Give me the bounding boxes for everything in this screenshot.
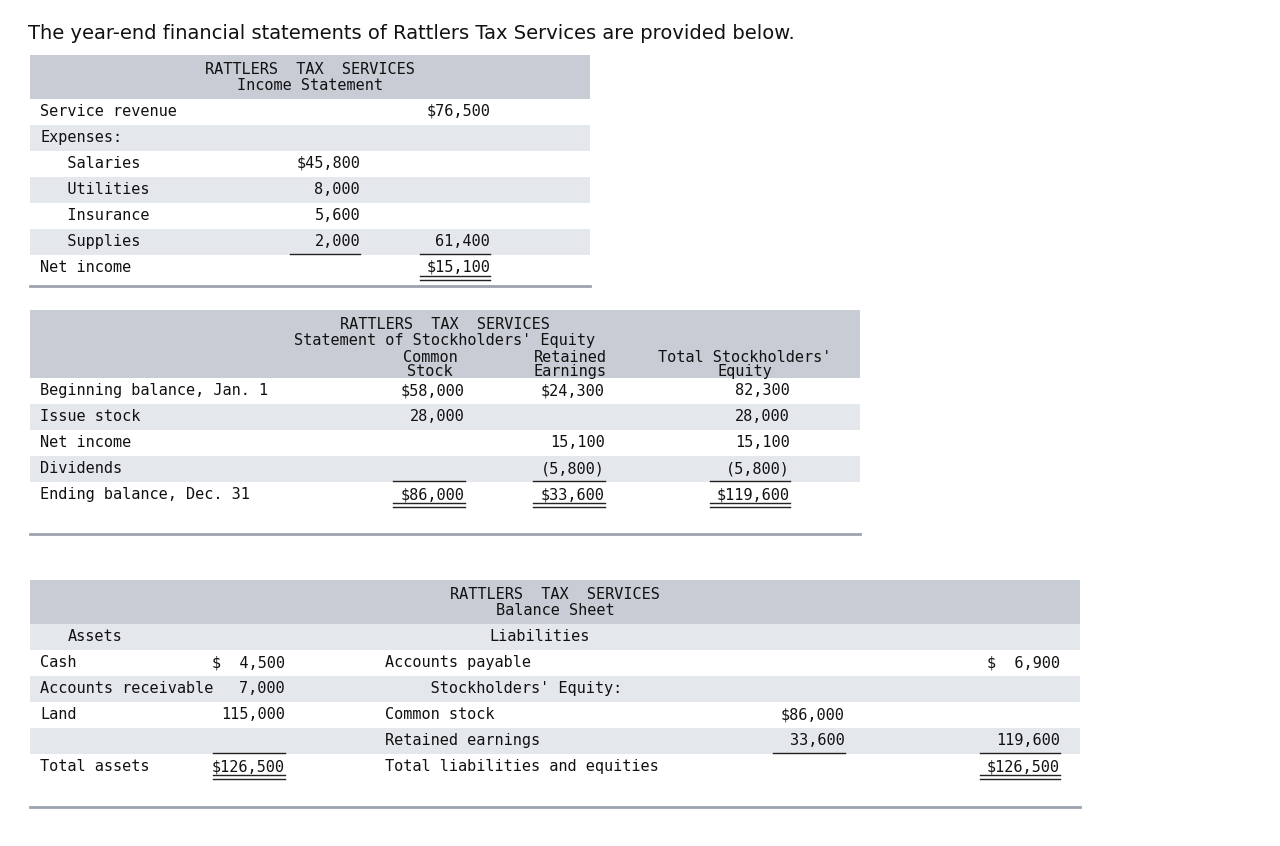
Text: Issue stock: Issue stock: [40, 409, 141, 424]
Text: 15,100: 15,100: [550, 435, 605, 450]
Text: The year-end financial statements of Rattlers Tax Services are provided below.: The year-end financial statements of Rat…: [28, 24, 795, 43]
Bar: [29, 624, 1080, 808]
Bar: [29, 99, 590, 287]
Text: $76,500: $76,500: [426, 104, 490, 119]
Text: $126,500: $126,500: [987, 759, 1060, 774]
Bar: [29, 624, 1080, 650]
Text: RATTLERS  TAX  SERVICES: RATTLERS TAX SERVICES: [205, 62, 415, 77]
Text: $15,100: $15,100: [426, 260, 490, 275]
Text: RATTLERS  TAX  SERVICES: RATTLERS TAX SERVICES: [451, 587, 660, 602]
Bar: [29, 125, 590, 151]
Text: Retained earnings: Retained earnings: [385, 733, 540, 748]
Text: $86,000: $86,000: [401, 487, 465, 502]
Text: Equity: Equity: [718, 364, 772, 379]
Text: Income Statement: Income Statement: [237, 78, 383, 93]
Bar: [29, 728, 1080, 754]
Text: Stock: Stock: [407, 364, 453, 379]
Text: $58,000: $58,000: [401, 383, 465, 398]
Bar: [29, 702, 1080, 728]
Bar: [29, 456, 860, 482]
Bar: [29, 378, 860, 535]
Text: Balance Sheet: Balance Sheet: [495, 603, 614, 618]
Text: Cash: Cash: [40, 655, 77, 670]
Bar: [29, 229, 590, 255]
Bar: [29, 580, 1080, 808]
Text: 119,600: 119,600: [996, 733, 1060, 748]
Text: Expenses:: Expenses:: [40, 130, 122, 145]
Text: 28,000: 28,000: [411, 409, 465, 424]
Bar: [29, 310, 860, 535]
Text: Accounts payable: Accounts payable: [385, 655, 531, 670]
Text: Retained: Retained: [534, 350, 607, 365]
Bar: [29, 482, 860, 508]
Text: Earnings: Earnings: [534, 364, 607, 379]
Text: Ending balance, Dec. 31: Ending balance, Dec. 31: [40, 487, 250, 502]
Text: 8,000: 8,000: [315, 182, 360, 197]
Text: Total liabilities and equities: Total liabilities and equities: [385, 759, 659, 774]
Text: Total assets: Total assets: [40, 759, 150, 774]
Text: 33,600: 33,600: [790, 733, 845, 748]
Bar: [29, 151, 590, 177]
Text: 82,300: 82,300: [735, 383, 790, 398]
Text: Statement of Stockholders' Equity: Statement of Stockholders' Equity: [294, 333, 595, 348]
Text: Service revenue: Service revenue: [40, 104, 177, 119]
Text: $126,500: $126,500: [212, 759, 285, 774]
Bar: [29, 177, 590, 203]
Text: $86,000: $86,000: [781, 707, 845, 722]
Text: 5,600: 5,600: [315, 208, 360, 223]
Text: $  4,500: $ 4,500: [212, 655, 285, 670]
Bar: [29, 255, 590, 281]
Text: Land: Land: [40, 707, 77, 722]
Text: Common stock: Common stock: [385, 707, 494, 722]
Text: Total Stockholders': Total Stockholders': [658, 350, 832, 365]
Text: 2,000: 2,000: [315, 234, 360, 249]
Text: 7,000: 7,000: [239, 681, 285, 696]
Text: Net income: Net income: [40, 435, 132, 450]
Text: $24,300: $24,300: [541, 383, 605, 398]
Bar: [29, 650, 1080, 676]
Text: Assets: Assets: [68, 629, 123, 644]
Text: 28,000: 28,000: [735, 409, 790, 424]
Text: 15,100: 15,100: [735, 435, 790, 450]
Text: $119,600: $119,600: [717, 487, 790, 502]
Bar: [29, 378, 860, 404]
Bar: [29, 676, 1080, 702]
Text: Stockholders' Equity:: Stockholders' Equity:: [385, 681, 622, 696]
Bar: [29, 99, 590, 125]
Text: 61,400: 61,400: [435, 234, 490, 249]
Text: Utilities: Utilities: [40, 182, 150, 197]
Text: Common: Common: [403, 350, 457, 365]
Text: Accounts receivable: Accounts receivable: [40, 681, 214, 696]
Bar: [29, 404, 860, 430]
Text: Salaries: Salaries: [40, 156, 141, 171]
Text: RATTLERS  TAX  SERVICES: RATTLERS TAX SERVICES: [340, 317, 550, 332]
Bar: [29, 754, 1080, 780]
Text: $45,800: $45,800: [296, 156, 360, 171]
Bar: [29, 55, 590, 287]
Text: Dividends: Dividends: [40, 461, 122, 476]
Text: Beginning balance, Jan. 1: Beginning balance, Jan. 1: [40, 383, 268, 398]
Text: $33,600: $33,600: [541, 487, 605, 502]
Text: (5,800): (5,800): [541, 461, 605, 476]
Text: (5,800): (5,800): [726, 461, 790, 476]
Bar: [29, 203, 590, 229]
Text: Net income: Net income: [40, 260, 132, 275]
Text: Supplies: Supplies: [40, 234, 141, 249]
Bar: [29, 430, 860, 456]
Text: Liabilities: Liabilities: [490, 629, 590, 644]
Text: Insurance: Insurance: [40, 208, 150, 223]
Text: $  6,900: $ 6,900: [987, 655, 1060, 670]
Text: 115,000: 115,000: [221, 707, 285, 722]
